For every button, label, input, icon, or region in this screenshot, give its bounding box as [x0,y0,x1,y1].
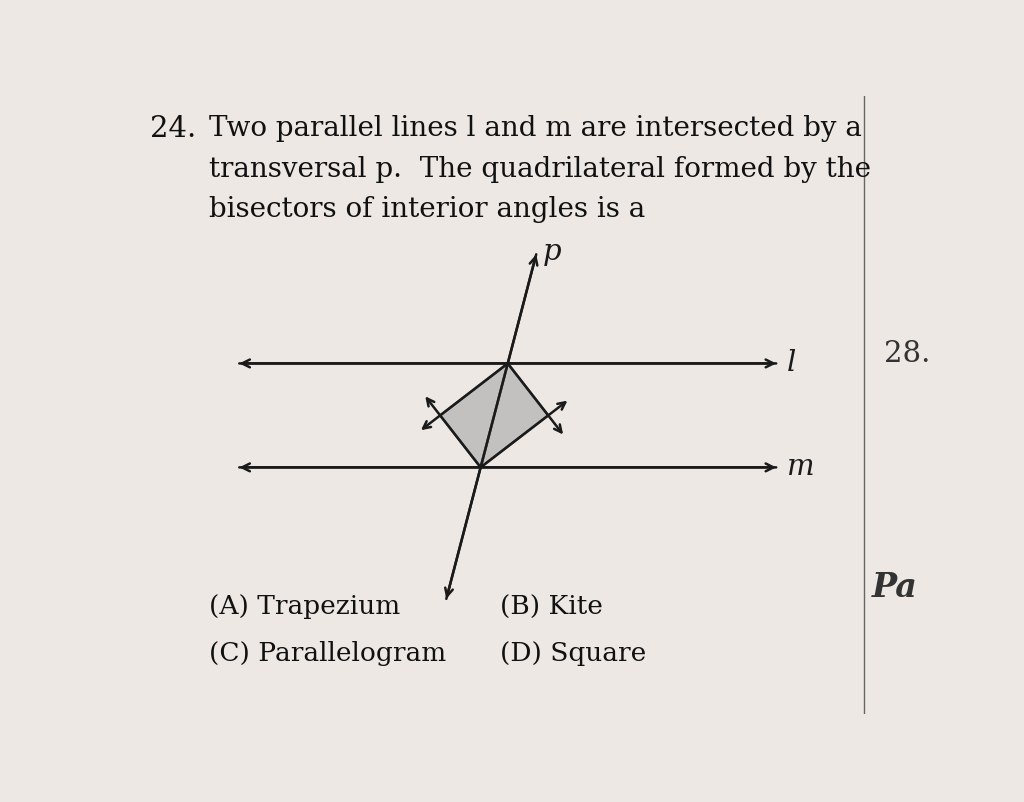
Text: transversal p.  The quadrilateral formed by the: transversal p. The quadrilateral formed … [209,156,871,183]
Text: 24.: 24. [150,115,196,143]
Text: (C) Parallelogram: (C) Parallelogram [209,641,446,666]
Polygon shape [440,363,548,468]
Text: p: p [543,237,562,265]
Text: Pa: Pa [872,571,918,605]
Text: (D) Square: (D) Square [500,641,646,666]
Text: (B) Kite: (B) Kite [500,594,603,619]
Text: m: m [786,453,814,481]
Text: bisectors of interior angles is a: bisectors of interior angles is a [209,196,645,223]
Text: 28.: 28. [884,340,930,368]
Text: Two parallel lines l and m are intersected by a: Two parallel lines l and m are intersect… [209,115,862,142]
Text: l: l [786,350,796,378]
Text: (A) Trapezium: (A) Trapezium [209,594,400,619]
